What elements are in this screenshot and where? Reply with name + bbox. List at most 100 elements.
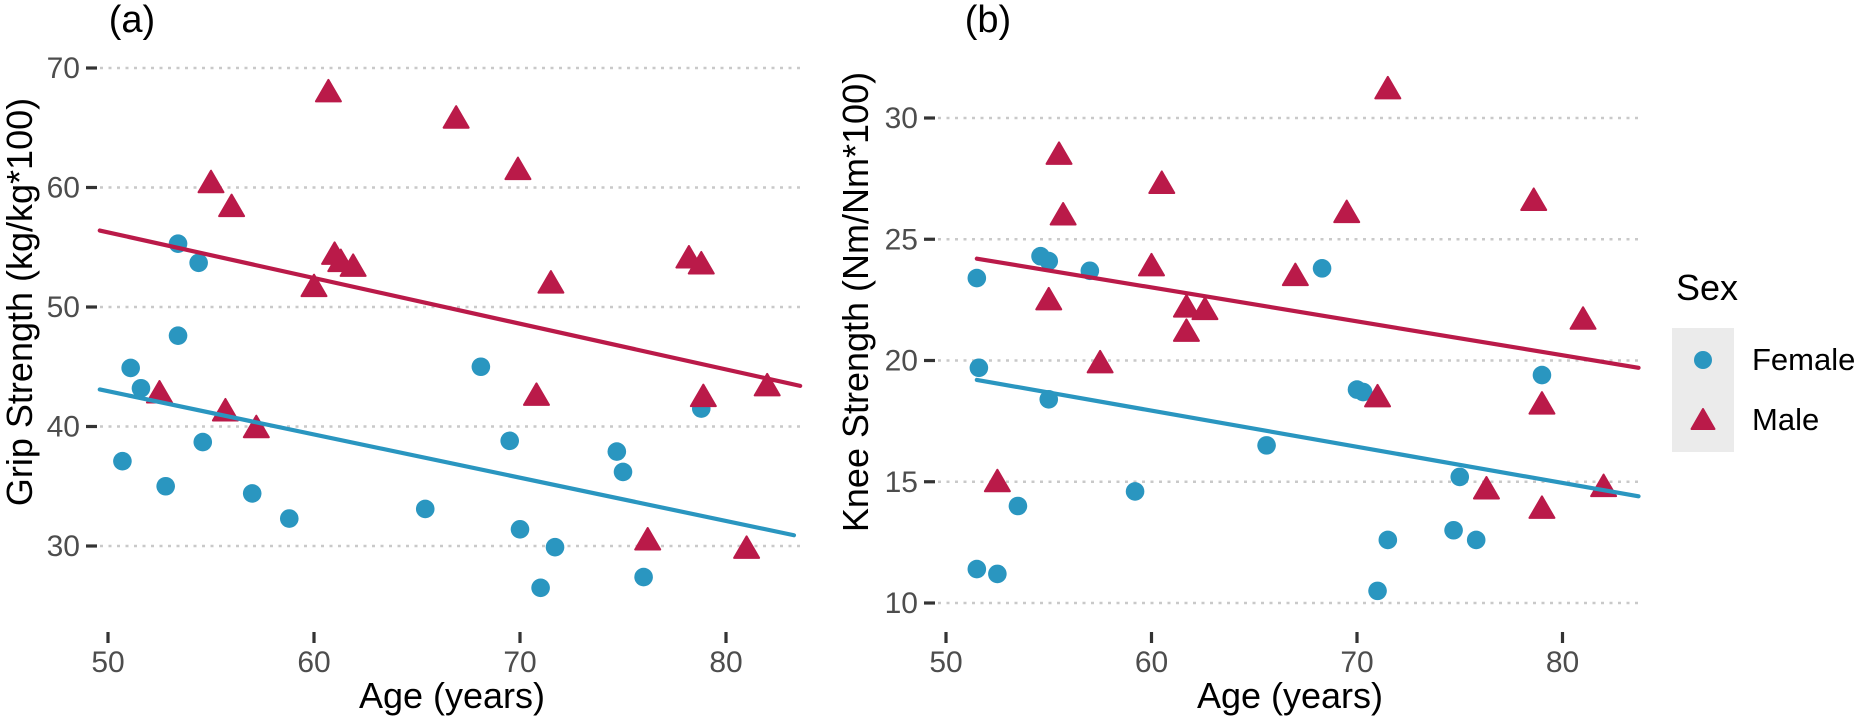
y-tick-label: 30 — [885, 102, 918, 135]
data-point-male — [504, 156, 532, 181]
data-point-male — [634, 527, 662, 551]
data-point-male — [1281, 262, 1309, 287]
data-point-female — [113, 451, 132, 471]
panel-b-x-axis-title: Age (years) — [1197, 675, 1383, 716]
data-point-male — [314, 78, 342, 103]
data-point-male — [1045, 141, 1073, 165]
data-point-male — [1472, 476, 1500, 500]
data-point-male — [1138, 252, 1165, 277]
data-point-female — [545, 537, 565, 557]
data-point-male — [218, 193, 246, 218]
y-tick-label: 60 — [47, 172, 80, 205]
data-point-female — [634, 567, 653, 587]
panel-b-points — [967, 75, 1618, 601]
data-point-female — [969, 358, 989, 378]
panel-b-y-axis-title: Knee Strength (Nm/Nm*100) — [835, 72, 876, 532]
data-point-male — [687, 250, 715, 275]
panel-b: 10 15 20 25 30 50 60 70 80 (b) Knee Strength (Nm… — [835, 0, 1642, 716]
y-tick-label: 50 — [47, 291, 80, 324]
data-point-male — [1148, 170, 1176, 194]
x-tick-label: 70 — [1340, 646, 1373, 679]
data-point-female — [1125, 482, 1145, 501]
data-point-female — [1532, 365, 1552, 385]
data-point-female — [531, 578, 550, 598]
y-tick-label: 20 — [885, 345, 918, 378]
y-tick-label: 10 — [885, 587, 918, 620]
data-point-female — [988, 564, 1007, 584]
data-point-female — [1444, 520, 1463, 540]
data-point-male — [1364, 383, 1392, 408]
data-point-female — [613, 462, 633, 482]
data-point-male — [1172, 294, 1200, 318]
y-tick-label: 30 — [47, 530, 80, 563]
legend-label-female: Female — [1752, 342, 1855, 377]
y-tick-label: 25 — [885, 223, 918, 256]
x-tick-label: 60 — [297, 646, 330, 679]
trend-line-female — [97, 387, 797, 538]
data-point-female — [1450, 467, 1470, 487]
trend-line-female — [974, 377, 1641, 499]
data-point-female — [1353, 382, 1373, 402]
data-point-female — [967, 559, 987, 579]
data-point-male — [689, 383, 717, 408]
data-point-male — [1333, 199, 1361, 224]
data-point-female — [121, 358, 140, 378]
data-point-male — [1374, 75, 1402, 100]
data-point-female — [415, 499, 435, 519]
panel-a-trend-lines — [97, 228, 803, 538]
data-point-female — [1378, 530, 1398, 550]
data-point-male — [537, 270, 565, 294]
data-point-male — [242, 414, 270, 439]
y-tick-label: 70 — [47, 52, 80, 85]
panel-a-label: (a) — [109, 0, 155, 41]
data-point-female — [156, 476, 175, 496]
data-point-female — [1312, 259, 1332, 278]
data-point-female — [1466, 530, 1486, 550]
data-point-female — [1368, 581, 1387, 601]
data-point-female — [168, 326, 188, 345]
y-tick-label: 40 — [47, 411, 80, 444]
data-point-female — [607, 442, 627, 461]
x-tick-label: 60 — [1135, 646, 1168, 679]
panel-a: 30 40 50 60 70 50 60 70 80 (a) Grip Strength (kg… — [0, 0, 805, 716]
data-point-female — [279, 509, 299, 528]
data-point-male — [339, 253, 367, 277]
data-point-female — [193, 432, 213, 452]
panel-b-trend-lines — [974, 256, 1641, 499]
legend-label-male: Male — [1752, 402, 1819, 437]
x-tick-label: 80 — [709, 646, 742, 679]
legend-male-triangle-icon — [1690, 408, 1716, 430]
data-point-female — [189, 253, 208, 273]
panel-a-x-axis-title: Age (years) — [359, 675, 545, 716]
data-point-female — [1257, 436, 1276, 455]
data-point-female — [510, 519, 530, 539]
panel-b-ticks: 10 15 20 25 30 50 60 70 80 — [885, 102, 1580, 679]
x-tick-label: 70 — [503, 646, 536, 679]
data-point-male — [1086, 349, 1114, 374]
data-point-male — [983, 468, 1011, 493]
data-point-female — [242, 484, 262, 503]
data-point-male — [733, 535, 761, 559]
panel-a-y-axis-title: Grip Strength (kg/kg*100) — [0, 98, 40, 506]
data-point-female — [471, 357, 491, 377]
data-point-male — [300, 273, 328, 298]
data-point-male — [1569, 306, 1597, 330]
trend-line-male — [974, 256, 1641, 370]
data-point-female — [131, 378, 151, 398]
data-point-male — [1035, 286, 1063, 311]
data-point-male — [1528, 495, 1556, 519]
trend-line-male — [97, 228, 803, 388]
panel-b-label: (b) — [965, 0, 1011, 41]
x-tick-label: 50 — [929, 646, 962, 679]
panel-a-points — [113, 78, 781, 598]
legend-female-circle-icon — [1694, 351, 1712, 369]
legend-key-box — [1672, 328, 1734, 452]
data-point-male — [522, 382, 550, 406]
data-point-male — [753, 372, 781, 397]
data-point-male — [1191, 296, 1219, 321]
panel-a-ticks: 30 40 50 60 70 50 60 70 80 — [47, 52, 743, 679]
x-tick-label: 80 — [1546, 646, 1579, 679]
data-point-female — [1039, 251, 1059, 271]
